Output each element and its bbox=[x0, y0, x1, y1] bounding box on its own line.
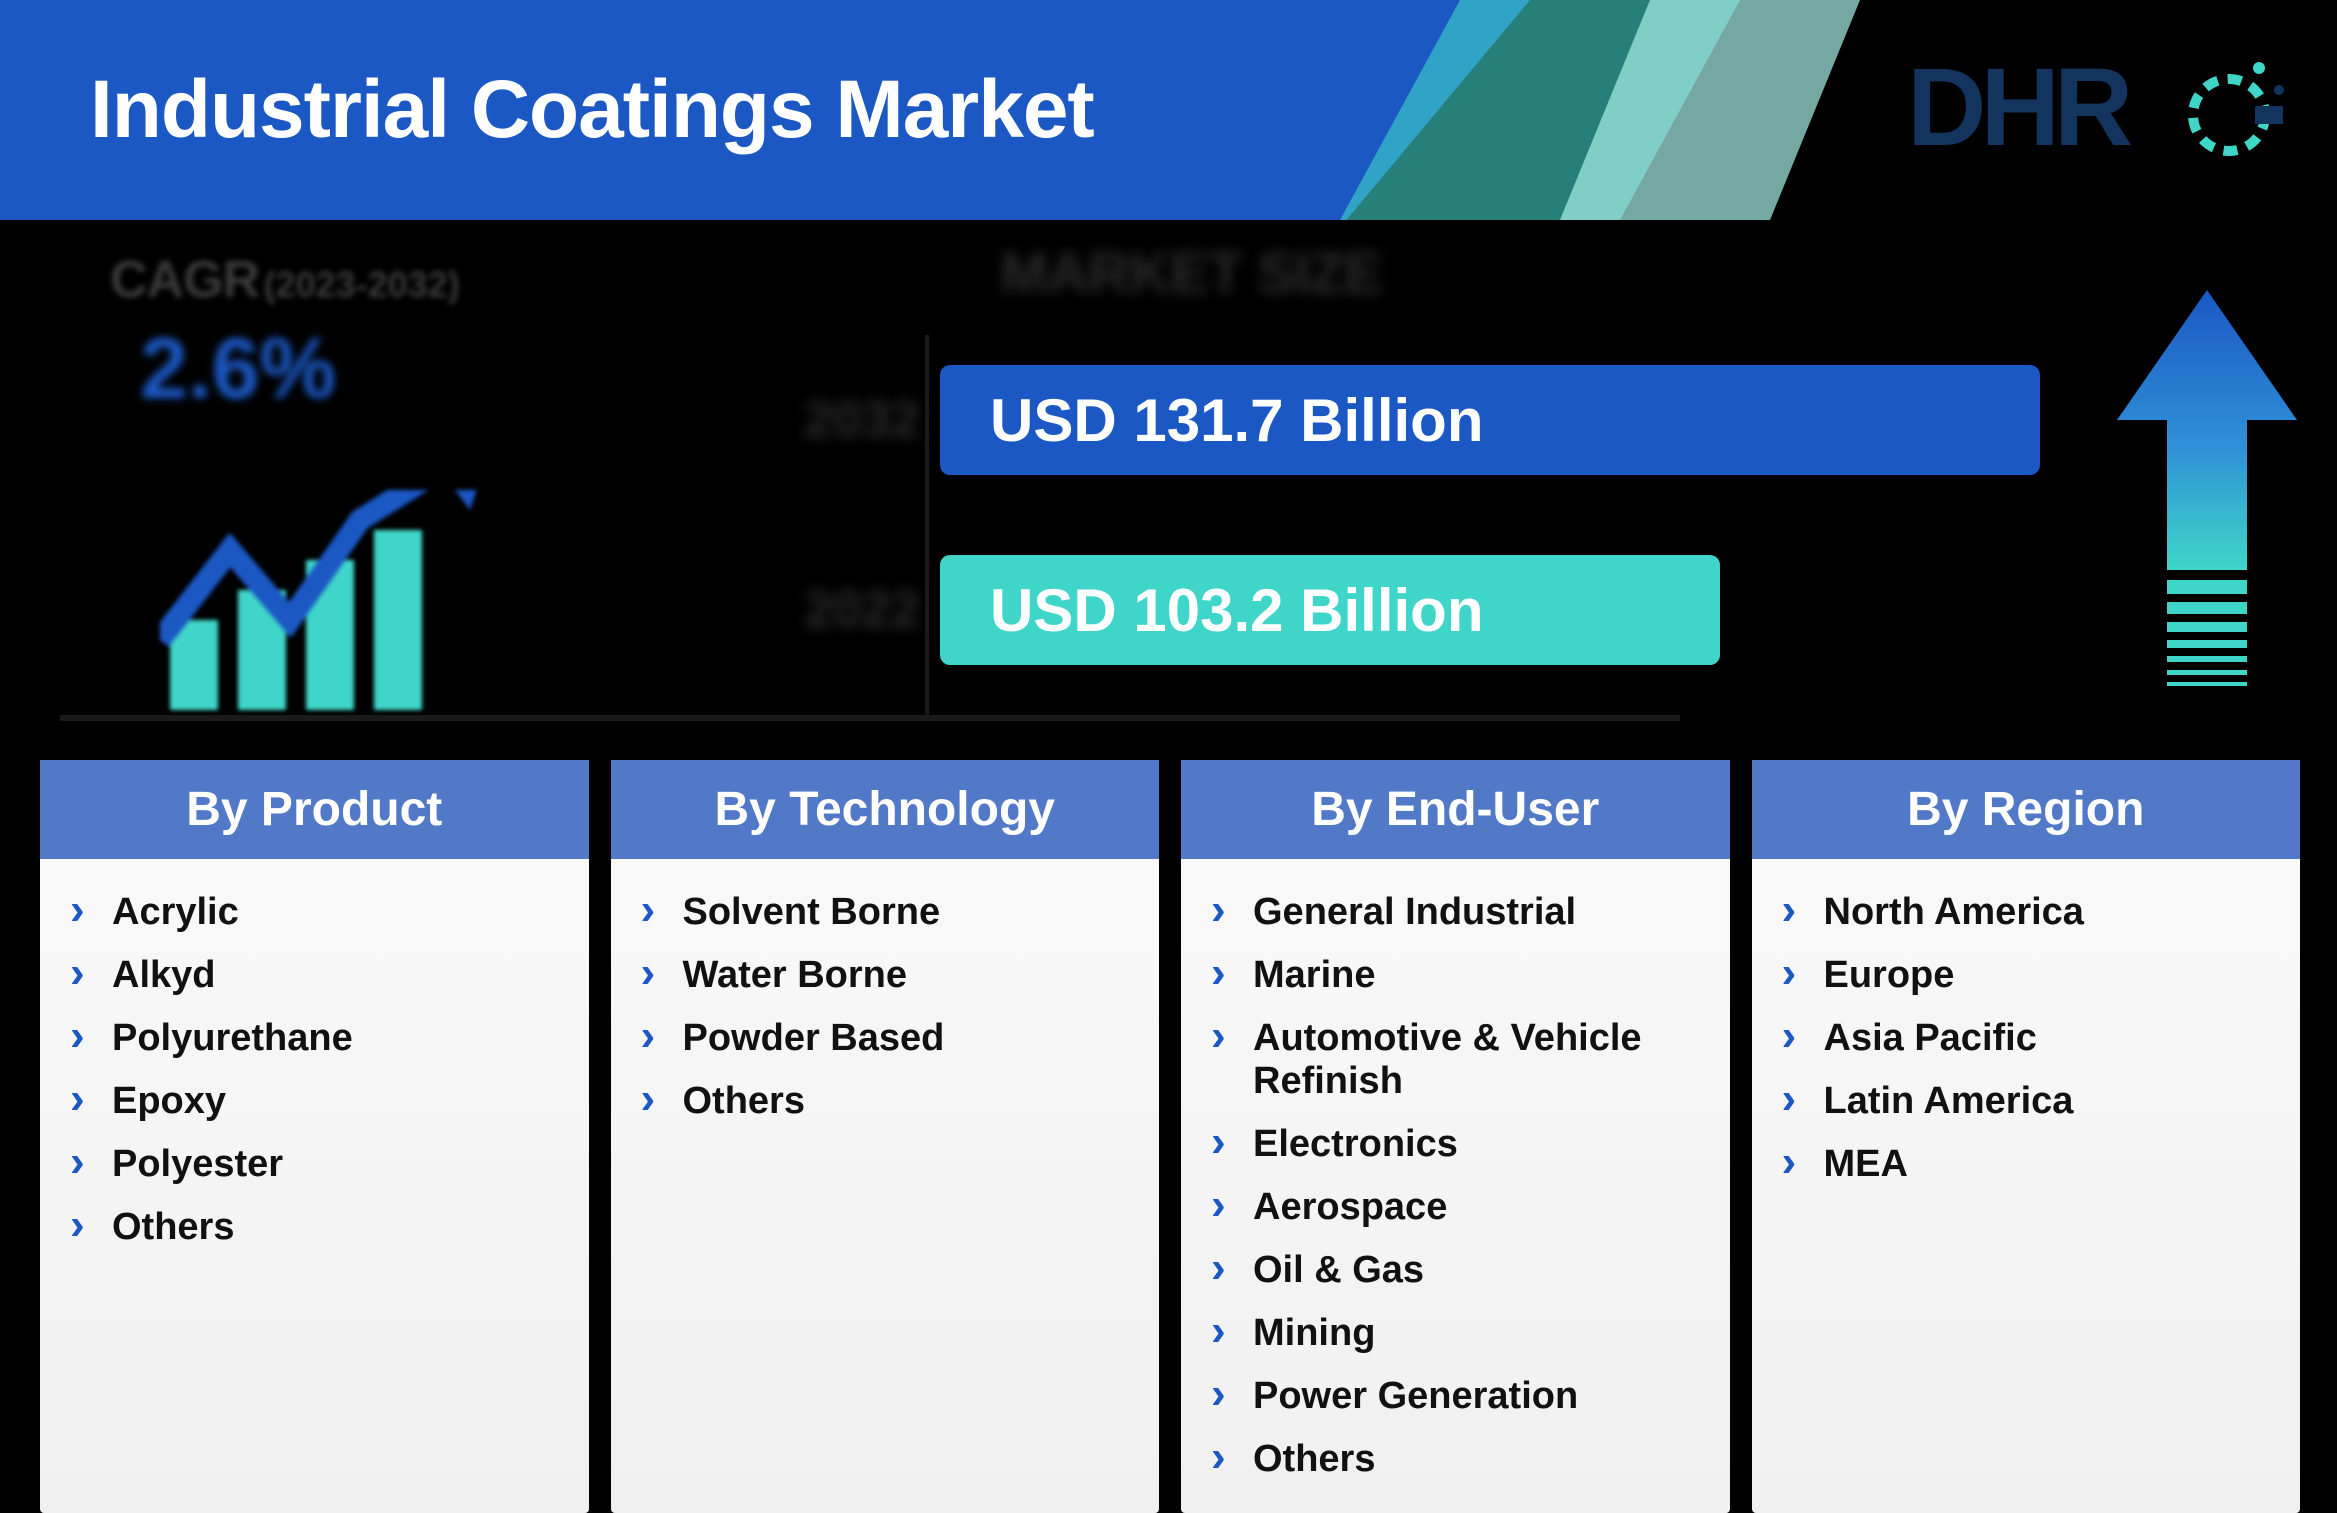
list-item: Polyurethane bbox=[70, 1007, 559, 1070]
list-item: Oil & Gas bbox=[1211, 1239, 1700, 1302]
list-item: Latin America bbox=[1782, 1070, 2271, 1133]
bar-2032-text: USD 131.7 Billion bbox=[990, 386, 1483, 455]
cagr-label: CAGR bbox=[110, 251, 259, 309]
infographic-container: Industrial Coatings Market DHR CAGR (202… bbox=[0, 0, 2337, 1465]
col-region: By Region North AmericaEuropeAsia Pacifi… bbox=[1752, 760, 2301, 1513]
col-enduser-header: By End-User bbox=[1181, 760, 1730, 859]
bar-2022: USD 103.2 Billion bbox=[940, 555, 1720, 665]
col-enduser: By End-User General IndustrialMarineAuto… bbox=[1181, 760, 1730, 1513]
page-title: Industrial Coatings Market bbox=[90, 63, 1094, 157]
stats-band: CAGR (2023-2032) 2.6% MARKET SIZE 2032 bbox=[0, 220, 2337, 740]
list-item: Electronics bbox=[1211, 1113, 1700, 1176]
list-item: Power Generation bbox=[1211, 1365, 1700, 1428]
col-region-list: North AmericaEuropeAsia PacificLatin Ame… bbox=[1752, 859, 2301, 1218]
list-item: Water Borne bbox=[641, 944, 1130, 1007]
list-item: Marine bbox=[1211, 944, 1700, 1007]
list-item: MEA bbox=[1782, 1133, 2271, 1196]
list-item: Others bbox=[641, 1070, 1130, 1133]
cagr-block: CAGR (2023-2032) 2.6% bbox=[110, 250, 460, 419]
list-item: Asia Pacific bbox=[1782, 1007, 2271, 1070]
market-size-label: MARKET SIZE bbox=[1000, 240, 1382, 307]
dhr-logo: DHR bbox=[1907, 50, 2287, 185]
col-region-header: By Region bbox=[1752, 760, 2301, 859]
list-item: Others bbox=[70, 1196, 559, 1259]
col-product-list: AcrylicAlkydPolyurethaneEpoxyPolyesterOt… bbox=[40, 859, 589, 1281]
bar-row-2032: 2032 USD 131.7 Billion bbox=[720, 365, 2040, 475]
col-technology: By Technology Solvent BorneWater BornePo… bbox=[611, 760, 1160, 1513]
col-technology-list: Solvent BorneWater BornePowder BasedOthe… bbox=[611, 859, 1160, 1155]
bar-row-2022: 2022 USD 103.2 Billion bbox=[720, 555, 1720, 665]
col-product-header: By Product bbox=[40, 760, 589, 859]
list-item: Aerospace bbox=[1211, 1176, 1700, 1239]
list-item: Automotive & Vehicle Refinish bbox=[1211, 1007, 1700, 1113]
bar-2032: USD 131.7 Billion bbox=[940, 365, 2040, 475]
list-item: Others bbox=[1211, 1428, 1700, 1491]
growth-arrow-icon bbox=[2117, 290, 2297, 715]
cagr-period: (2023-2032) bbox=[264, 264, 460, 305]
svg-text:DHR: DHR bbox=[1907, 50, 2132, 169]
list-item: General Industrial bbox=[1211, 881, 1700, 944]
list-item: Alkyd bbox=[70, 944, 559, 1007]
segment-columns: By Product AcrylicAlkydPolyurethaneEpoxy… bbox=[40, 760, 2300, 1513]
list-item: Polyester bbox=[70, 1133, 559, 1196]
market-size-block: MARKET SIZE 2032 USD 131.7 Billion 2022 … bbox=[700, 240, 1382, 307]
year-2022: 2022 bbox=[720, 580, 920, 640]
col-product: By Product AcrylicAlkydPolyurethaneEpoxy… bbox=[40, 760, 589, 1513]
list-item: Powder Based bbox=[641, 1007, 1130, 1070]
cagr-value: 2.6% bbox=[140, 320, 460, 419]
header: Industrial Coatings Market DHR bbox=[0, 0, 2337, 220]
list-item: North America bbox=[1782, 881, 2271, 944]
list-item: Mining bbox=[1211, 1302, 1700, 1365]
col-technology-header: By Technology bbox=[611, 760, 1160, 859]
list-item: Solvent Borne bbox=[641, 881, 1130, 944]
col-enduser-list: General IndustrialMarineAutomotive & Veh… bbox=[1181, 859, 1730, 1513]
cagr-mini-chart bbox=[160, 490, 520, 725]
year-2032: 2032 bbox=[720, 390, 920, 450]
list-item: Europe bbox=[1782, 944, 2271, 1007]
list-item: Acrylic bbox=[70, 881, 559, 944]
axis-horizontal bbox=[60, 715, 1680, 721]
list-item: Epoxy bbox=[70, 1070, 559, 1133]
bar-2022-text: USD 103.2 Billion bbox=[990, 576, 1483, 645]
